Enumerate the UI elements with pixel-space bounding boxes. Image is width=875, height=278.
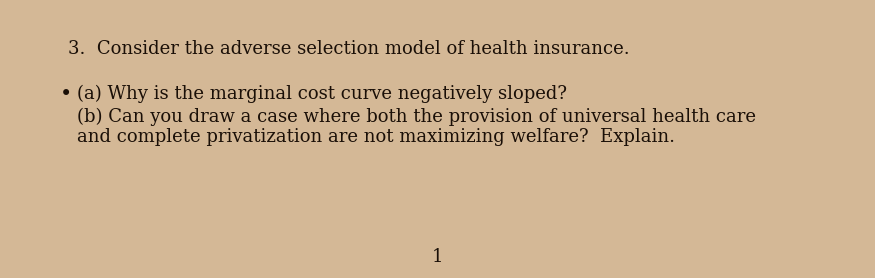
Text: (b) Can you draw a case where both the provision of universal health care: (b) Can you draw a case where both the p…	[77, 108, 756, 126]
Text: 1: 1	[431, 248, 443, 266]
Text: 3.  Consider the adverse selection model of health insurance.: 3. Consider the adverse selection model …	[68, 40, 630, 58]
Text: (a) Why is the marginal cost curve negatively sloped?: (a) Why is the marginal cost curve negat…	[77, 85, 567, 103]
Text: and complete privatization are not maximizing welfare?  Explain.: and complete privatization are not maxim…	[77, 128, 675, 146]
Text: •: •	[60, 85, 73, 104]
